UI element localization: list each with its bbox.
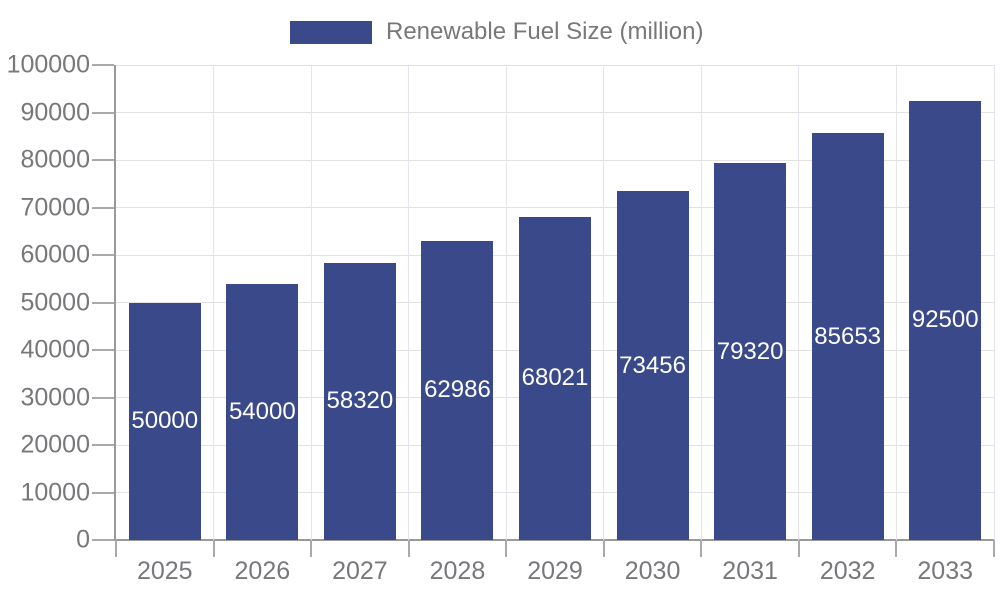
y-axis-label: 10000	[20, 478, 90, 506]
v-gridline	[213, 65, 215, 540]
bar-value-label: 54000	[228, 397, 296, 425]
h-gridline	[116, 207, 994, 208]
y-axis-label: 40000	[20, 335, 90, 364]
x-axis-label: 2025	[136, 557, 193, 585]
y-axis-label: 60000	[20, 240, 90, 269]
legend-swatch[interactable]	[290, 20, 372, 44]
y-axis-label: 80000	[20, 145, 90, 174]
x-axis-label: 2031	[722, 557, 778, 585]
bar-value-label: 79320	[716, 337, 784, 365]
y-axis-line	[114, 65, 116, 541]
x-axis-tick	[505, 540, 508, 557]
bar-value-label: 58320	[326, 387, 394, 415]
bar: 73456	[616, 191, 689, 540]
x-axis-tick	[797, 540, 800, 557]
bar: 85653	[811, 133, 884, 540]
y-axis-label: 0	[76, 525, 90, 554]
y-axis-tick	[92, 301, 114, 304]
legend[interactable]: Renewable Fuel Size (million)	[290, 18, 703, 46]
x-axis-label: 2030	[624, 557, 681, 585]
plot-area: 0 10000 20000 30000 40000 50000 60000 70000 8000…	[7, 51, 995, 585]
x-axis-tick	[895, 540, 898, 557]
bar-value-label: 68021	[521, 364, 589, 392]
bar: 92500	[909, 100, 982, 540]
bar: 50000	[128, 302, 201, 540]
x-axis-line	[114, 539, 995, 541]
x-axis-tick	[407, 540, 410, 557]
bar: 79320	[714, 163, 787, 540]
y-axis-tick	[92, 159, 114, 161]
y-axis-tick	[92, 64, 114, 66]
v-gridline	[895, 65, 897, 540]
bar-value-label: 50000	[131, 407, 199, 435]
y-axis-label: 20000	[20, 430, 90, 459]
y-axis-label: 70000	[20, 193, 90, 221]
bar: 62986	[421, 240, 494, 540]
h-gridline	[116, 159, 994, 161]
bar: 58320	[323, 262, 396, 540]
x-axis-label: 2028	[429, 557, 486, 585]
y-axis-tick	[92, 444, 114, 446]
y-axis-tick	[92, 396, 114, 399]
bar-value-label: 62986	[424, 376, 491, 404]
legend-label[interactable]: Renewable Fuel Size (million)	[386, 18, 704, 45]
y-axis-tick	[92, 349, 114, 351]
x-axis-label: 2033	[917, 557, 974, 585]
h-gridline	[116, 112, 994, 113]
x-axis-label: 2026	[234, 557, 291, 585]
v-gridline	[700, 65, 702, 540]
y-axis-tick	[92, 491, 114, 494]
v-gridline	[408, 65, 410, 540]
bar: 68021	[519, 216, 591, 540]
v-gridline	[505, 65, 507, 540]
x-axis-label: 2027	[332, 557, 388, 585]
y-axis-label: 50000	[20, 288, 90, 316]
bar-value-label: 92500	[911, 306, 979, 334]
h-gridline	[116, 64, 994, 66]
y-axis-label: 100000	[6, 50, 90, 79]
v-gridline	[603, 65, 605, 540]
x-axis-tick	[310, 540, 313, 557]
x-axis-tick	[993, 540, 995, 557]
v-gridline	[798, 65, 800, 540]
bar: 54000	[226, 283, 299, 540]
y-axis-tick	[92, 111, 114, 114]
x-axis-label: 2032	[819, 557, 876, 585]
bar-value-label: 85653	[814, 322, 882, 350]
x-axis-tick	[700, 540, 703, 557]
x-axis-tick	[212, 540, 215, 557]
bar-value-label: 73456	[619, 351, 686, 379]
y-axis-label: 30000	[20, 383, 90, 411]
x-axis-label: 2029	[527, 557, 583, 585]
x-axis-tick	[115, 540, 117, 557]
v-gridline	[310, 65, 312, 540]
y-axis-tick	[92, 539, 114, 541]
x-axis-tick	[602, 540, 605, 557]
y-axis-tick	[92, 254, 114, 256]
y-axis-label: 90000	[20, 98, 90, 126]
y-axis-tick	[92, 206, 114, 209]
v-gridline	[993, 65, 995, 540]
